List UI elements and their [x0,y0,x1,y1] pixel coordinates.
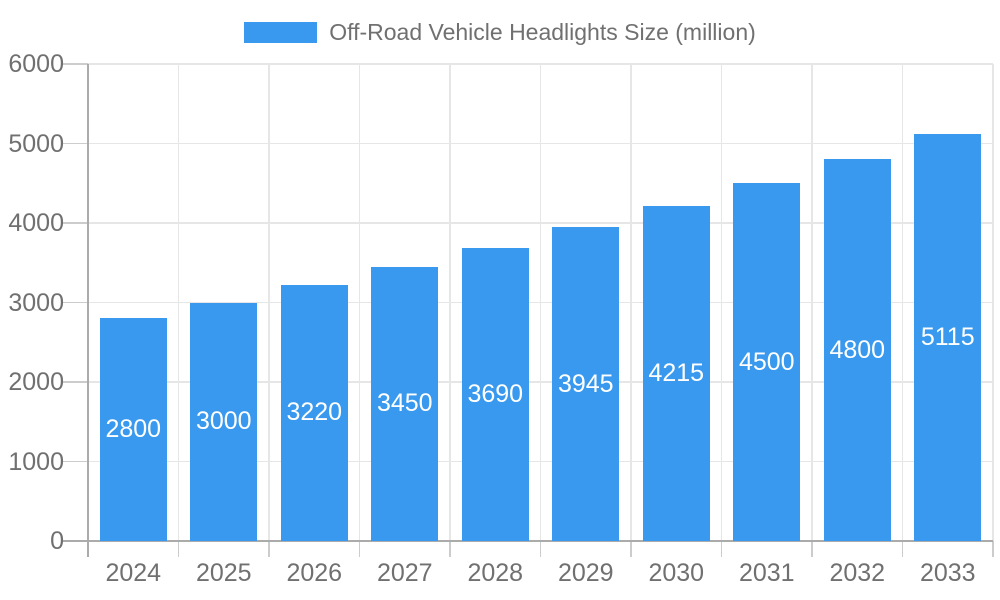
v-gridline-2 [268,64,270,541]
v-gridline-7 [720,64,723,541]
y-tick-4000 [63,222,88,224]
x-tick-7 [720,541,723,557]
legend-swatch-icon [244,21,318,43]
v-gridline-6 [630,64,632,541]
x-tick-label-2032: 2032 [829,559,886,587]
x-tick-8 [811,541,813,557]
bar-2027[interactable]: 3450 [371,266,439,541]
v-gridline-8 [811,64,813,541]
x-tick-label-2029: 2029 [557,559,614,587]
x-tick-label-2028: 2028 [467,559,524,587]
v-gridline-4 [449,64,451,541]
y-tick-label-0: 0 [50,527,64,555]
x-tick-label-2031: 2031 [738,559,795,587]
v-gridline-3 [358,64,361,541]
bar-value-label-2031: 4500 [738,347,795,376]
x-tick-10 [992,541,994,557]
y-tick-1000 [63,460,88,463]
x-tick-1 [177,541,180,557]
y-tick-label-2000: 2000 [8,368,64,396]
bar-2032[interactable]: 4800 [823,159,891,541]
v-gridline-9 [901,64,904,541]
y-tick-6000 [63,63,88,65]
v-gridline-5 [539,64,542,541]
bar-value-label-2025: 3000 [195,407,252,436]
v-gridline-1 [177,64,180,541]
bar-2025[interactable]: 3000 [190,302,258,541]
bar-2033[interactable]: 5115 [914,134,982,541]
x-tick-3 [358,541,361,557]
v-gridline-10 [992,64,994,541]
x-tick-label-2024: 2024 [105,559,162,587]
bar-value-label-2028: 3690 [467,379,524,408]
y-tick-label-3000: 3000 [8,288,64,317]
bar-2028[interactable]: 3690 [461,247,529,541]
y-axis-line [87,64,89,557]
y-tick-2000 [63,381,88,383]
x-tick-label-2033: 2033 [919,559,976,587]
bar-value-label-2033: 5115 [920,323,975,352]
bar-2026[interactable]: 3220 [280,285,348,541]
x-tick-label-2026: 2026 [286,559,343,587]
x-tick-5 [539,541,542,557]
y-tick-5000 [63,142,88,145]
bar-2024[interactable]: 2800 [99,318,167,541]
bar-value-label-2027: 3450 [376,389,433,418]
x-tick-label-2027: 2027 [376,559,433,587]
bar-value-label-2029: 3945 [557,369,614,398]
y-tick-label-4000: 4000 [8,209,64,237]
bar-2031[interactable]: 4500 [733,183,801,541]
legend-item[interactable]: Off-Road Vehicle Headlights Size (millio… [0,15,1000,49]
y-tick-label-1000: 1000 [8,447,64,476]
legend-label: Off-Road Vehicle Headlights Size (millio… [329,18,756,45]
x-tick-4 [449,541,451,557]
bar-value-label-2024: 2800 [105,415,162,444]
x-tick-2 [268,541,270,557]
bar-value-label-2032: 4800 [829,335,886,364]
bar-2029[interactable]: 3945 [552,227,620,541]
y-tick-3000 [63,301,88,304]
x-tick-label-2030: 2030 [648,559,705,587]
x-axis-line [63,540,993,542]
bar-2030[interactable]: 4215 [642,205,710,541]
bar-value-label-2026: 3220 [286,398,343,427]
y-tick-label-6000: 6000 [8,50,64,78]
y-tick-label-5000: 5000 [8,129,64,158]
bar-value-label-2030: 4215 [648,358,705,387]
x-tick-6 [630,541,632,557]
x-tick-label-2025: 2025 [195,559,252,587]
x-tick-9 [901,541,904,557]
